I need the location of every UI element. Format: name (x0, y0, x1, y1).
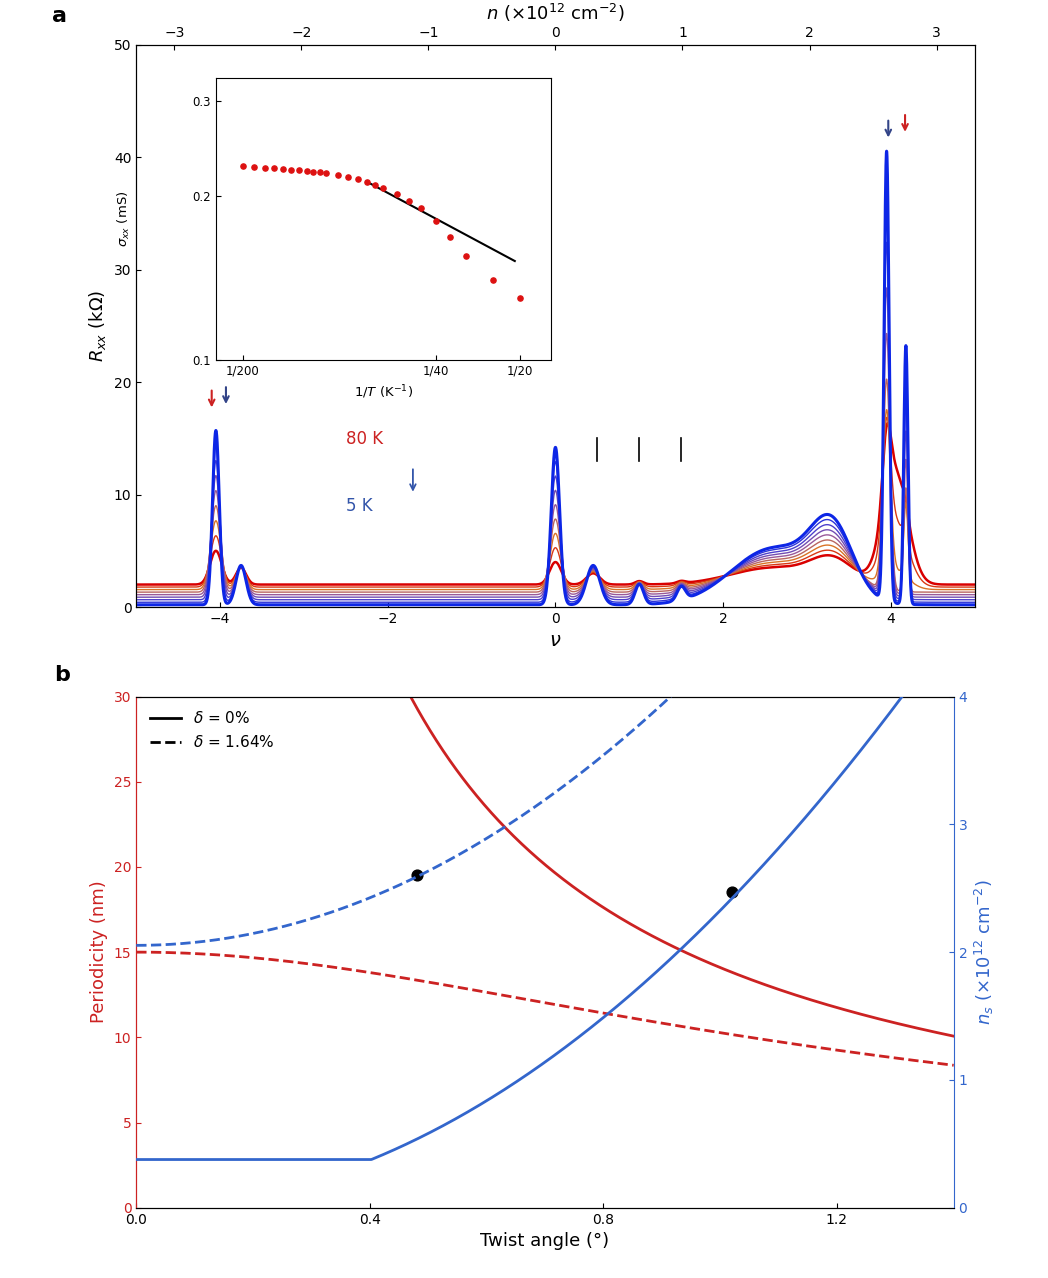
Text: 5 K: 5 K (346, 497, 372, 515)
Y-axis label: Periodicity (nm): Periodicity (nm) (90, 881, 108, 1024)
Point (408, 865, 424, 886)
X-axis label: $\nu$: $\nu$ (549, 631, 562, 651)
Point (723, 882, 740, 902)
Text: a: a (52, 6, 67, 27)
Text: b: b (54, 665, 70, 685)
Legend: $\delta$ = 0%, $\delta$ = 1.64%: $\delta$ = 0%, $\delta$ = 1.64% (144, 704, 281, 757)
X-axis label: Twist angle (°): Twist angle (°) (480, 1232, 610, 1250)
Y-axis label: $n_s$ ($\times$10$^{12}$ cm$^{-2}$): $n_s$ ($\times$10$^{12}$ cm$^{-2}$) (973, 879, 996, 1025)
Text: 80 K: 80 K (346, 429, 383, 449)
X-axis label: $n$ ($\times$10$^{12}$ cm$^{-2}$): $n$ ($\times$10$^{12}$ cm$^{-2}$) (486, 3, 625, 24)
Y-axis label: $R_{xx}$ (k$\Omega$): $R_{xx}$ (k$\Omega$) (87, 290, 108, 362)
